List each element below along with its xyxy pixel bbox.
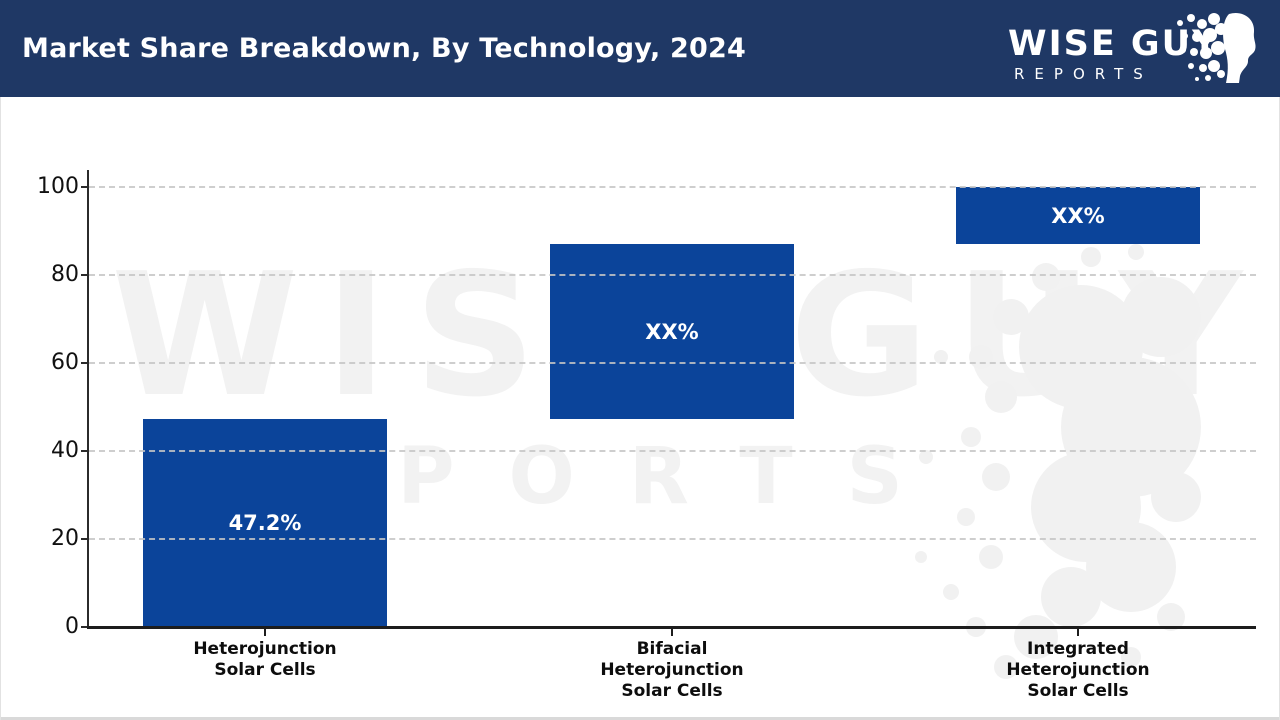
x-category-line: Solar Cells (214, 660, 316, 680)
header: Market Share Breakdown, By Technology, 2… (0, 0, 1280, 97)
gridline-80 (89, 274, 1256, 276)
gridline-60 (89, 362, 1256, 364)
logo-subtext: REPORTS (1014, 65, 1153, 83)
x-category-label: Integrated Heterojunction Solar Cells (918, 639, 1238, 702)
bar-value-label: XX% (1051, 203, 1105, 228)
y-tick-label: 40 (51, 438, 79, 463)
gridline-20 (89, 538, 1256, 540)
bar-value-label: XX% (645, 319, 699, 344)
bar-value-label: 47.2% (228, 511, 302, 536)
y-tick-mark (81, 362, 89, 364)
x-category-line: Heterojunction (600, 660, 744, 680)
x-category-label: Bifacial Heterojunction Solar Cells (512, 639, 832, 702)
x-category-line: Integrated (1027, 639, 1129, 659)
x-category-line: Bifacial (636, 639, 708, 659)
x-category-label: Heterojunction Solar Cells (105, 639, 425, 681)
y-axis-line (87, 170, 89, 629)
y-tick-mark (81, 450, 89, 452)
y-tick-mark (81, 626, 89, 628)
x-category-line: Heterojunction (193, 639, 337, 659)
bar-3: XX% (956, 187, 1200, 245)
x-category-line: Solar Cells (1027, 681, 1129, 701)
y-tick-mark (81, 274, 89, 276)
chart-title: Market Share Breakdown, By Technology, 2… (22, 33, 747, 64)
watermark-head-dots (915, 244, 1201, 679)
y-tick-label: 0 (65, 614, 79, 639)
bar-2: XX% (550, 244, 794, 420)
x-tick-mark (264, 629, 266, 636)
y-tick-label: 20 (51, 526, 79, 551)
y-tick-label: 100 (37, 174, 79, 199)
logo-head-icon (1177, 12, 1256, 83)
chart-area: WISE GUY REPORTS (0, 97, 1280, 720)
x-category-line: Heterojunction (1006, 660, 1150, 680)
y-tick-mark (81, 538, 89, 540)
wise-guy-logo: WISE GUY REPORTS (1008, 12, 1256, 83)
gridline-100 (89, 186, 1256, 188)
bottom-border (1, 717, 1279, 720)
bar-1: 47.2% (143, 419, 387, 627)
logo-wordmark: WISE GUY (1008, 24, 1219, 64)
y-tick-label: 60 (51, 350, 79, 375)
y-tick-label: 80 (51, 262, 79, 287)
x-axis-line (87, 626, 1256, 629)
gridline-40 (89, 450, 1256, 452)
x-tick-mark (1077, 629, 1079, 636)
x-tick-mark (671, 629, 673, 636)
x-category-line: Solar Cells (621, 681, 723, 701)
y-tick-mark (81, 186, 89, 188)
